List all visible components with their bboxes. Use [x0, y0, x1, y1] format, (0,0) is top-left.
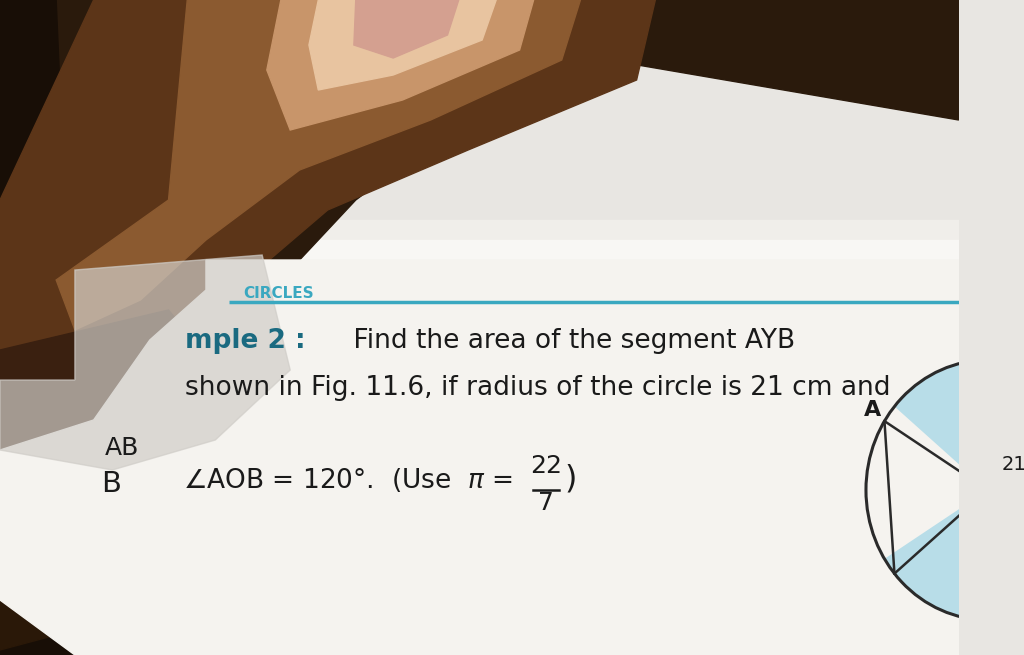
Text: 7: 7	[538, 491, 554, 515]
Text: ): )	[564, 464, 577, 495]
Text: Find the area of the segment AYB: Find the area of the segment AYB	[344, 328, 795, 354]
Polygon shape	[354, 0, 459, 58]
Text: A: A	[864, 400, 881, 420]
Text: $\angle$AOB = 120°.  (Use  $\pi$ =: $\angle$AOB = 120°. (Use $\pi$ =	[182, 466, 515, 494]
Text: 22: 22	[529, 454, 562, 478]
Text: CIRCLES: CIRCLES	[244, 286, 314, 301]
Text: 21: 21	[1001, 455, 1024, 474]
Polygon shape	[0, 260, 958, 655]
Text: B: B	[101, 470, 121, 498]
Text: mple 2 :: mple 2 :	[185, 328, 306, 354]
Polygon shape	[0, 0, 958, 430]
Polygon shape	[0, 310, 234, 580]
Polygon shape	[0, 0, 84, 655]
Polygon shape	[0, 220, 958, 655]
Polygon shape	[0, 255, 290, 470]
Polygon shape	[0, 0, 655, 400]
Wedge shape	[885, 360, 1024, 620]
Polygon shape	[267, 0, 534, 130]
Polygon shape	[140, 240, 958, 655]
Polygon shape	[309, 0, 497, 90]
Text: shown in Fig. 11.6, if radius of the circle is 21 cm and: shown in Fig. 11.6, if radius of the cir…	[185, 375, 891, 401]
Polygon shape	[56, 0, 581, 330]
Text: AB: AB	[104, 436, 139, 460]
Polygon shape	[0, 430, 169, 650]
